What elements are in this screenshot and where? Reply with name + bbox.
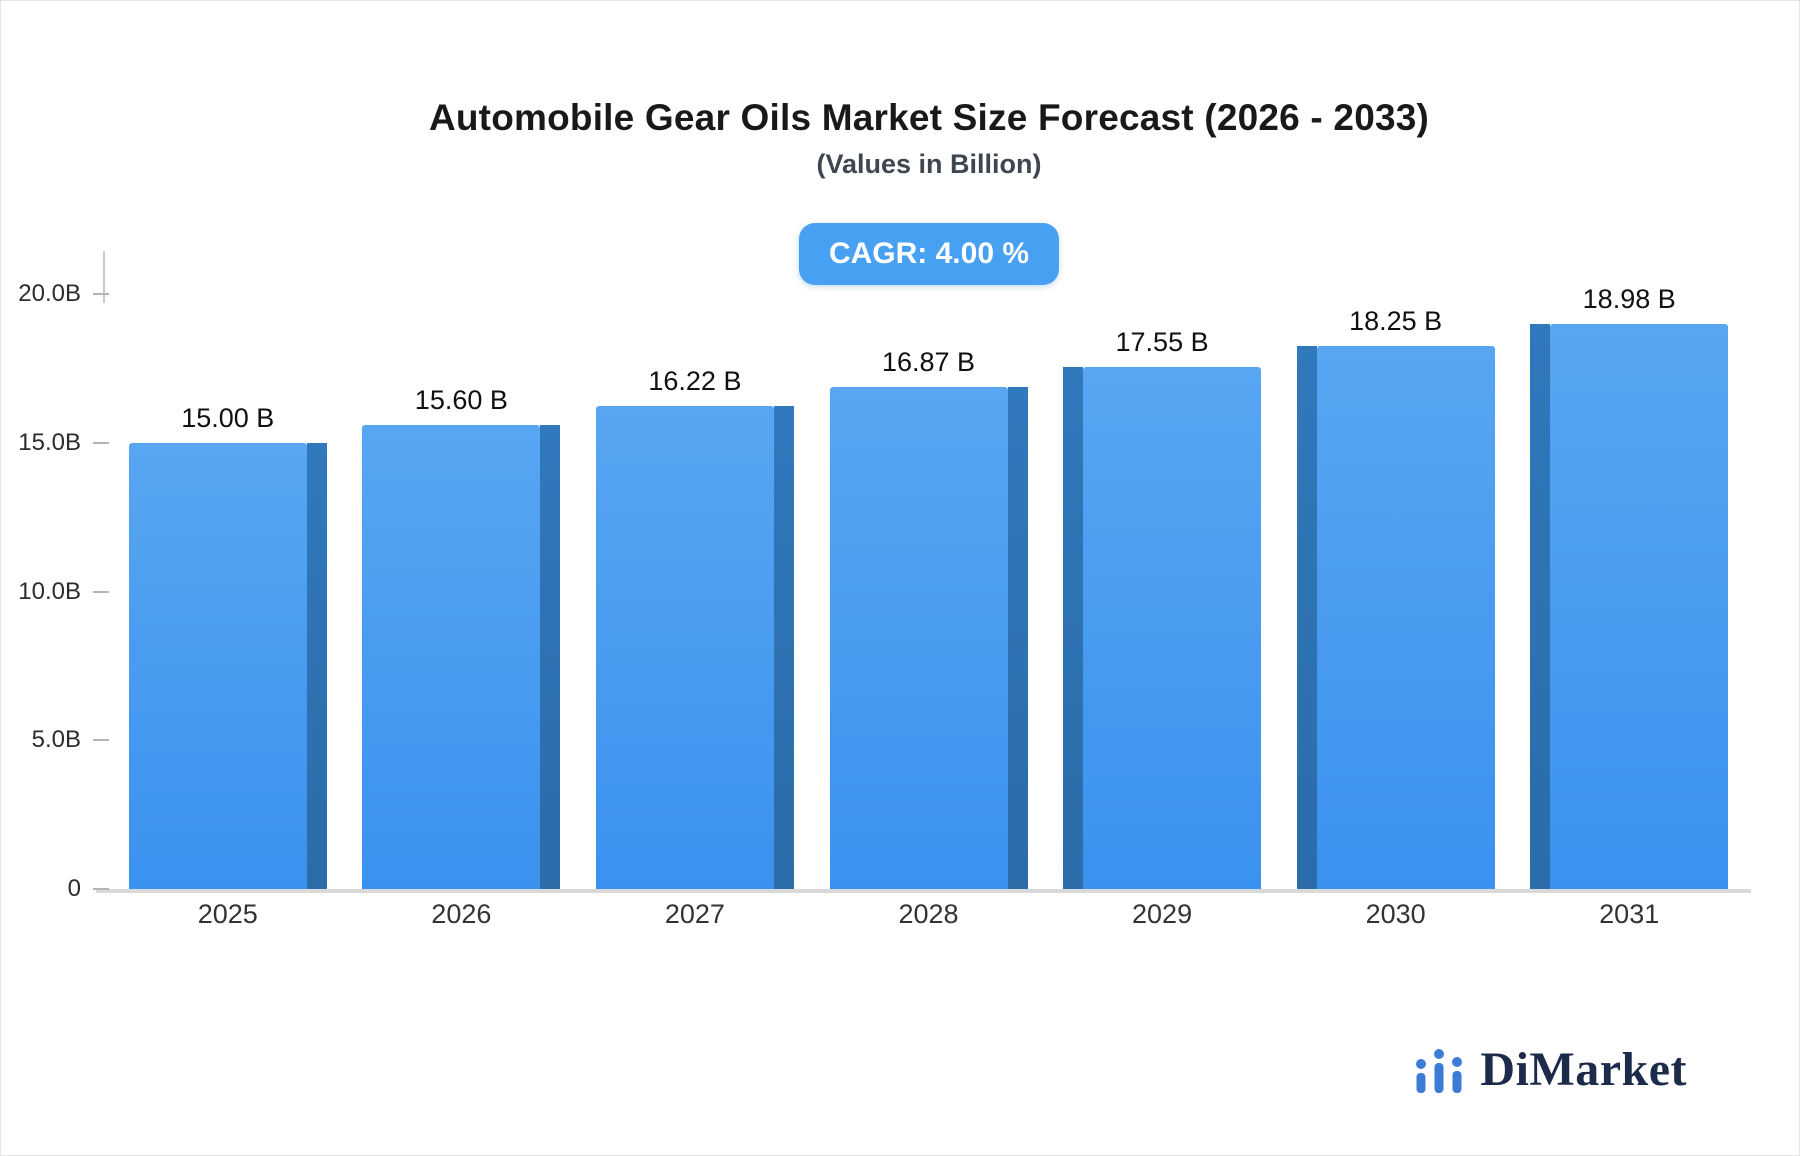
- bar-chart-dots-icon: [1416, 1048, 1463, 1093]
- chart-subtitle: (Values in Billion): [816, 149, 1042, 179]
- bar-side-shading-2030: [1296, 346, 1317, 889]
- bar-value-label: 16.87 B: [881, 347, 976, 378]
- x-axis-category-label: 2030: [1365, 899, 1426, 929]
- y-axis-tick-label: 0: [67, 875, 81, 902]
- bar-2026: [362, 424, 541, 889]
- chart-title: Automobile Gear Oils Market Size Forecas…: [428, 97, 1430, 138]
- x-axis-baseline: [96, 889, 1751, 893]
- x-axis-category-label: 2025: [197, 899, 258, 929]
- bar-value-label: 15.60 B: [414, 384, 508, 415]
- bar-side-shading-2028: [1007, 387, 1028, 889]
- bar-2031: [1550, 324, 1729, 889]
- bar-2027: [595, 406, 774, 889]
- bar-value-label: 16.22 B: [648, 366, 742, 397]
- brand-logo: DiMarket: [1412, 1042, 1687, 1097]
- bar-2025: [128, 442, 307, 889]
- cagr-badge: CAGR: 4.00 %: [798, 223, 1060, 285]
- y-axis-tick-mark: [93, 739, 109, 742]
- y-axis-tick-mark: [93, 590, 109, 593]
- x-axis-category-label: 2026: [431, 899, 492, 929]
- x-axis-category-label: 2031: [1599, 899, 1660, 929]
- bar-2029: [1083, 366, 1262, 889]
- y-axis-line: [103, 251, 105, 303]
- y-axis-tick-label: 5.0B: [31, 726, 81, 754]
- bar-side-shading-2025: [306, 442, 327, 889]
- bar-side-shading-2027: [773, 406, 794, 889]
- bar-value-label: 15.00 B: [181, 402, 275, 433]
- y-axis-tick-label: 15.0B: [18, 428, 81, 456]
- x-axis-category-label: 2029: [1132, 899, 1193, 929]
- y-axis-tick-mark: [93, 888, 109, 890]
- x-axis-category-label: 2027: [664, 899, 725, 929]
- bar-side-shading-2026: [540, 424, 561, 889]
- bar-2028: [829, 387, 1008, 889]
- bar-value-label: 18.98 B: [1582, 284, 1676, 315]
- bar-side-shading-2029: [1063, 366, 1084, 889]
- bar-value-label: 17.55 B: [1115, 326, 1209, 357]
- y-axis-tick-mark: [93, 293, 109, 295]
- bar-2030: [1316, 346, 1495, 889]
- brand-logo-text: DiMarket: [1480, 1043, 1687, 1096]
- y-axis-tick-mark: [93, 441, 109, 444]
- x-axis-category-label: 2028: [898, 899, 959, 929]
- y-axis-tick-label: 10.0B: [18, 577, 81, 605]
- bar-side-shading-2031: [1530, 324, 1551, 889]
- bar-value-label: 18.25 B: [1349, 306, 1443, 337]
- y-axis-tick-label: 20.0B: [18, 280, 81, 307]
